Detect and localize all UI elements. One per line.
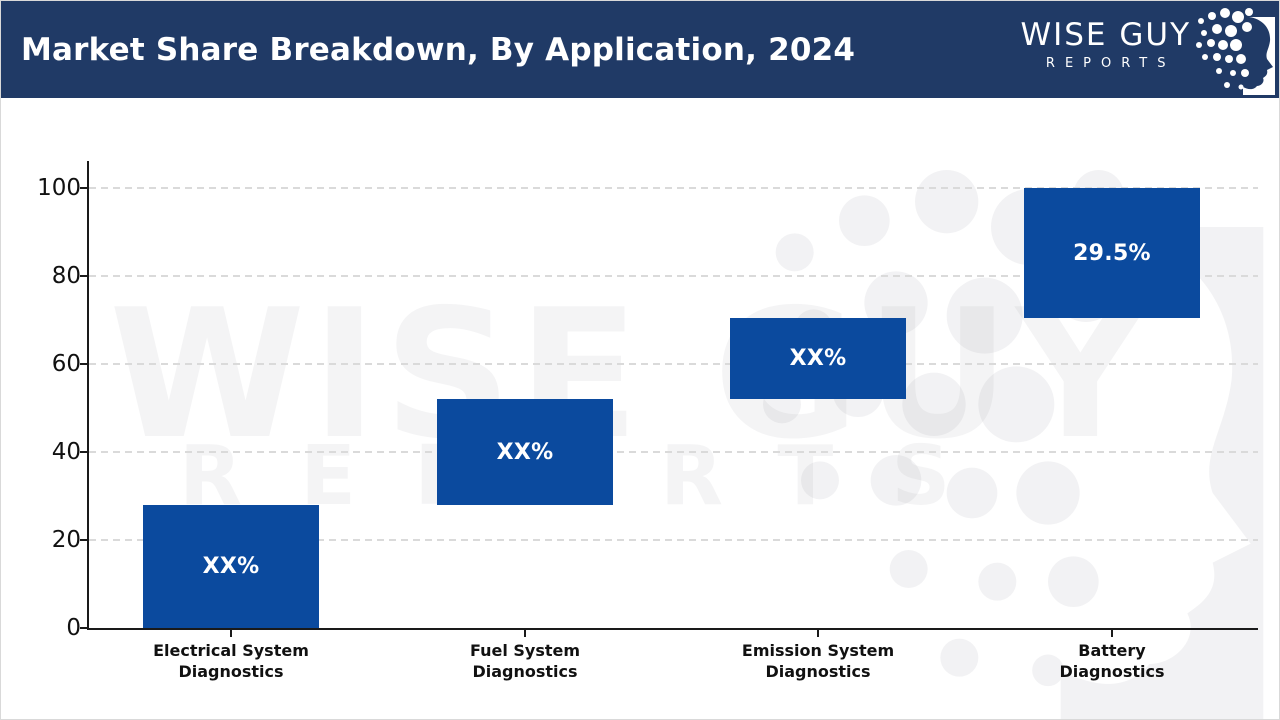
category-label: Electrical System Diagnostics (153, 641, 309, 681)
y-axis-tick-label: 80 (51, 263, 81, 289)
grid-line (89, 363, 1258, 365)
y-axis-spine (87, 161, 89, 630)
category-label: Fuel System Diagnostics (469, 641, 581, 681)
brand-logo-primary-text: WISE GUY (1020, 17, 1191, 53)
grid-line (89, 539, 1258, 541)
page-title: Market Share Breakdown, By Application, … (21, 31, 856, 68)
bar-value-label: XX% (789, 346, 847, 371)
bar-value-label: XX% (202, 554, 260, 579)
bar-segment: XX% (437, 399, 613, 505)
y-axis-tick (80, 363, 87, 365)
bar-value-label: 29.5% (1073, 240, 1151, 266)
grid-line (89, 275, 1258, 277)
x-axis-tick (817, 630, 819, 637)
y-axis-tick-label: 100 (37, 175, 81, 201)
bar-segment: XX% (143, 505, 319, 628)
grid-line (89, 187, 1258, 189)
category-label: Emission System Diagnostics (741, 641, 895, 681)
header-bar: Market Share Breakdown, By Application, … (1, 1, 1279, 98)
grid-line (89, 451, 1258, 453)
y-axis-tick-label: 60 (51, 351, 81, 377)
x-axis-spine (87, 628, 1258, 630)
y-axis-tick (80, 187, 87, 189)
category-label: Battery Diagnostics (1059, 641, 1165, 681)
y-axis-tick (80, 627, 87, 629)
bar-segment: XX% (730, 318, 906, 399)
y-axis-tick (80, 451, 87, 453)
y-axis-tick-label: 20 (51, 527, 81, 553)
y-axis-tick (80, 539, 87, 541)
bar-value-label: XX% (496, 439, 554, 465)
brand-logo: WISE GUY REPORTS (1020, 17, 1191, 71)
x-axis-tick (1111, 630, 1113, 637)
brand-logo-secondary-text: REPORTS (1045, 56, 1176, 71)
x-axis-tick (524, 630, 526, 637)
y-axis-tick-label: 40 (51, 439, 81, 465)
bar-segment: 29.5% (1024, 188, 1200, 318)
brand-logo-head-icon (1196, 8, 1275, 95)
x-axis-tick (230, 630, 232, 637)
y-axis-tick (80, 275, 87, 277)
y-axis-tick-label: 0 (66, 615, 81, 641)
